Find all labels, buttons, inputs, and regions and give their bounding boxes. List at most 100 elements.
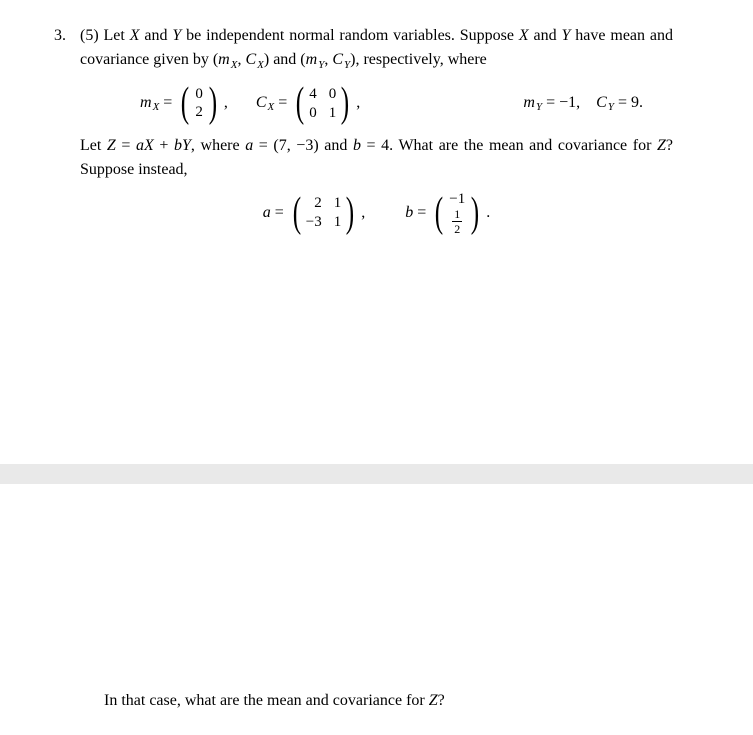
problem-number: 3. — [54, 24, 66, 48]
rparen-1: ) — [209, 82, 217, 124]
period-1: . — [486, 201, 490, 225]
page-divider — [0, 464, 753, 484]
z-x: X — [144, 137, 154, 154]
intro-paragraph: (5) Let X and Y be independent normal ra… — [80, 24, 673, 72]
b2-frac-num: 1 — [452, 208, 462, 222]
a-eq: = — [253, 137, 273, 154]
problem-3: 3. (5) Let X and Y be independent normal… — [80, 24, 673, 237]
a-val: (7, −3) — [273, 137, 318, 154]
pair-my-cy: (mY, CY) — [300, 51, 355, 68]
my-sub: Y — [318, 59, 324, 71]
eq-sign-3: = — [546, 91, 555, 115]
lparen-2: ( — [296, 82, 304, 124]
mx-lhs: m — [140, 91, 152, 115]
eq-sign-1: = — [163, 91, 172, 115]
var-z: Z — [107, 137, 116, 154]
a2-11: 2 — [306, 194, 322, 212]
mx-cx-group: mX = ( 0 2 ) , CX = ( — [140, 82, 372, 124]
var-y: Y — [172, 27, 181, 44]
cx-sym: C — [245, 51, 256, 68]
a2-group: a = ( 2 1 −3 1 ) , — [263, 192, 378, 234]
a2-21: −3 — [306, 213, 322, 231]
equation-row-2: a = ( 2 1 −3 1 ) , — [80, 188, 673, 237]
b2-group: b = ( −1 1 2 ) . — [405, 190, 490, 235]
intro-text-2: be independent normal random variables. … — [181, 27, 519, 44]
intro-and-1: and — [140, 27, 173, 44]
cx-mat: ( 4 0 0 1 ) — [293, 82, 352, 124]
bottom-question: In that case, what are the mean and cova… — [104, 692, 445, 710]
eq-sign-4: = — [618, 91, 627, 115]
intro-text-1: Let — [104, 27, 130, 44]
cx-lhs: C — [256, 91, 267, 115]
lparen-1: ( — [181, 82, 189, 124]
cx-12: 0 — [329, 85, 337, 103]
cx-sub: X — [257, 59, 264, 71]
bottom-q-text: In that case, what are the mean and cova… — [104, 692, 429, 709]
my-val: −1, — [559, 91, 580, 115]
a2-22: 1 — [334, 213, 342, 231]
let-z-text: Let — [80, 137, 107, 154]
cx-21: 0 — [309, 104, 317, 122]
my-cy-group: mY = −1, CY = 9. — [523, 91, 643, 115]
equation-row-1: mX = ( 0 2 ) , CX = ( — [80, 78, 673, 128]
b2-frac-den: 2 — [454, 222, 460, 235]
pair-mx-cx: (mX, CX) — [213, 51, 269, 68]
a2-12: 1 — [334, 194, 342, 212]
a2-mat: ( 2 1 −3 1 ) — [290, 192, 357, 234]
mx-sym: m — [218, 51, 230, 68]
cx-mat-vals: 4 0 0 1 — [307, 85, 338, 122]
b2-lhs: b — [405, 201, 413, 225]
var-a: a — [136, 137, 144, 154]
intro-text-4: , respectively, where — [355, 51, 486, 68]
lparen-3: ( — [293, 192, 301, 234]
z-plus: + — [154, 137, 174, 154]
rparen-4: ) — [471, 192, 479, 234]
cy-val: 9. — [631, 91, 643, 115]
mx-sub: X — [231, 59, 238, 71]
b2-frac: 1 2 — [452, 208, 462, 235]
b-val: 4 — [381, 137, 389, 154]
comma-1: , — [224, 91, 228, 115]
z-eq: = — [116, 137, 136, 154]
cy-lhs: C — [596, 91, 607, 115]
a2-lhs: a — [263, 201, 271, 225]
bottom-q-end: ? — [438, 692, 445, 709]
bottom-q-z: Z — [429, 692, 438, 709]
points-label: (5) — [80, 27, 99, 44]
cx-22: 1 — [329, 104, 337, 122]
cy-sym: C — [332, 51, 343, 68]
problem-body: (5) Let X and Y be independent normal ra… — [80, 24, 673, 237]
z-definition: Let Z = aX + bY, where a = (7, −3) and b… — [80, 134, 673, 182]
q1-z: Z — [657, 137, 666, 154]
q1-text: . What are the mean and covariance for — [389, 137, 657, 154]
var-x-2: X — [519, 27, 529, 44]
b2-vec: ( −1 1 2 ) — [432, 190, 482, 235]
cx-11: 4 — [309, 85, 317, 103]
my-lhs-sub: Y — [536, 99, 542, 116]
mx-vec-vals: 0 2 — [192, 85, 206, 121]
var-b2: b — [353, 137, 361, 154]
where-text: , where — [191, 137, 245, 154]
b-eq: = — [361, 137, 381, 154]
mx-lhs-sub: X — [153, 99, 160, 116]
my-lhs: m — [523, 91, 535, 115]
my-sym: m — [306, 51, 318, 68]
mx-vec: ( 0 2 ) — [178, 82, 220, 124]
var-a2: a — [245, 137, 253, 154]
page: 3. (5) Let X and Y be independent normal… — [0, 0, 753, 263]
a2-mat-vals: 2 1 −3 1 — [304, 194, 343, 231]
eq-sign-5: = — [275, 201, 284, 225]
cx-lhs-sub: X — [268, 99, 275, 116]
comma-2: , — [356, 91, 360, 115]
b2-top: −1 — [449, 190, 465, 208]
z-y: Y — [182, 137, 191, 154]
comma-3: , — [361, 201, 365, 225]
cy-lhs-sub: Y — [608, 99, 614, 116]
eq-sign-6: = — [417, 201, 426, 225]
lparen-4: ( — [435, 192, 443, 234]
mx-vec-bot: 2 — [195, 103, 203, 121]
intro-and-2: and — [269, 51, 300, 68]
b2-vec-vals: −1 1 2 — [446, 190, 468, 235]
cy-sub: Y — [344, 59, 350, 71]
mx-vec-top: 0 — [195, 85, 203, 103]
